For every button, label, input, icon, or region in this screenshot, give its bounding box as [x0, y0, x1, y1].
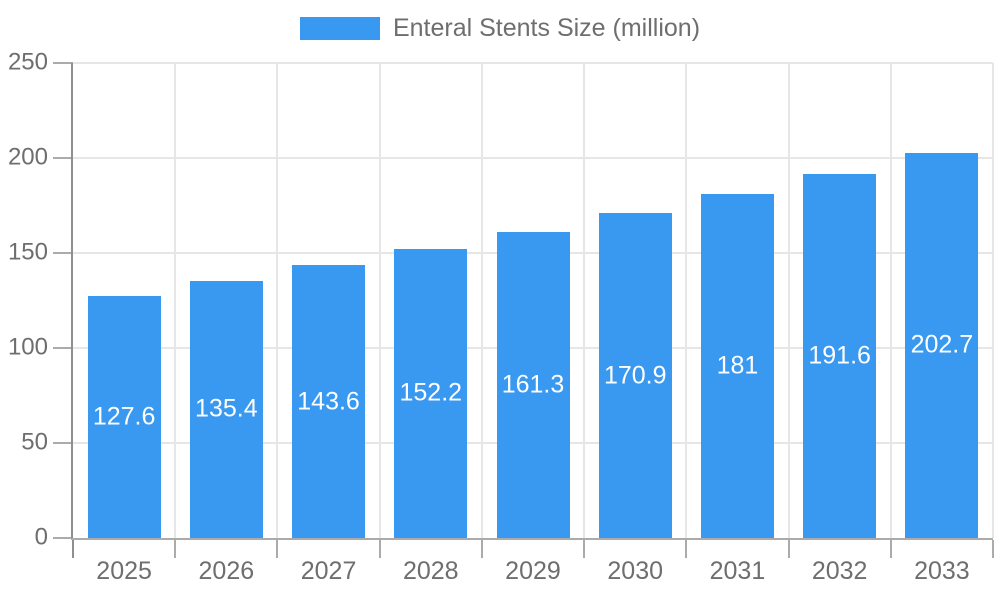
x-tick	[378, 540, 381, 558]
bar-value-label: 152.2	[399, 378, 463, 407]
legend-label: Enteral Stents Size (million)	[392, 14, 701, 42]
y-tick-label: 50	[21, 428, 48, 456]
y-tick	[53, 537, 73, 539]
legend-swatch-icon	[299, 17, 380, 40]
y-tick-label: 200	[7, 143, 48, 171]
v-gridline	[992, 63, 994, 538]
y-tick-label: 100	[7, 333, 48, 361]
x-tick-label: 2032	[811, 557, 868, 585]
y-tick-label: 0	[34, 523, 48, 551]
v-gridline	[583, 63, 586, 538]
x-tick-label: 2027	[300, 557, 357, 585]
plot-area: 127.6 135.4 143.6 152.2 161.3 170.9 181 191.6 20…	[53, 62, 994, 558]
x-tick	[992, 540, 994, 558]
chart-legend: Enteral Stents Size (million)	[0, 14, 1000, 43]
y-tick	[53, 62, 73, 64]
y-tick-label: 250	[7, 48, 48, 76]
bar: 143.6	[292, 265, 366, 538]
bar: 161.3	[496, 231, 570, 538]
x-tick	[685, 540, 688, 558]
y-tick	[53, 157, 73, 159]
bar-value-label: 127.6	[92, 402, 156, 431]
bar: 135.4	[189, 280, 263, 538]
bar: 170.9	[598, 213, 672, 538]
x-tick-label: 2031	[709, 557, 766, 585]
x-tick-label: 2028	[402, 557, 459, 585]
bar-value-label: 202.7	[910, 330, 974, 359]
bar-value-label: 191.6	[808, 341, 871, 370]
bar: 202.7	[905, 152, 979, 538]
v-gridline	[378, 63, 381, 538]
x-tick-label: 2025	[96, 557, 152, 585]
x-tick	[480, 540, 483, 558]
bar: 127.6	[87, 295, 161, 538]
h-gridline	[73, 157, 993, 159]
x-tick-label: 2026	[198, 557, 255, 585]
y-tick	[53, 347, 73, 349]
y-tick	[53, 442, 73, 444]
bar-value-label: 135.4	[195, 394, 258, 423]
bar-value-label: 143.6	[297, 387, 360, 416]
x-tick	[276, 540, 279, 558]
y-tick	[53, 252, 73, 254]
x-tick	[72, 540, 74, 558]
bar-value-label: 181	[716, 351, 759, 380]
v-gridline	[276, 63, 279, 538]
bar-value-label: 170.9	[603, 361, 667, 390]
v-gridline	[174, 63, 177, 538]
x-axis-labels: 2025 2026 2027 2028 2029 2030 2031 2032 2033	[73, 557, 993, 587]
x-tick-label: 2029	[505, 557, 561, 585]
x-tick	[174, 540, 177, 558]
v-gridline	[889, 63, 892, 538]
y-axis-line	[71, 63, 73, 540]
h-gridline	[73, 62, 993, 64]
bar: 181	[700, 194, 774, 538]
v-gridline	[685, 63, 688, 538]
x-tick	[787, 540, 790, 558]
x-tick-label: 2030	[607, 557, 664, 585]
x-tick	[889, 540, 892, 558]
y-axis-labels: 0 50 100 150 200 250	[0, 48, 48, 550]
x-tick	[583, 540, 586, 558]
bar: 191.6	[803, 173, 877, 538]
bar: 152.2	[394, 248, 468, 538]
y-tick-label: 150	[7, 238, 48, 266]
v-gridline	[787, 63, 790, 538]
v-gridline	[480, 63, 483, 538]
legend-item[interactable]: Enteral Stents Size (million)	[299, 14, 701, 43]
bar-value-label: 161.3	[501, 370, 565, 399]
x-tick-label: 2033	[914, 557, 970, 585]
x-axis-line	[71, 538, 993, 540]
